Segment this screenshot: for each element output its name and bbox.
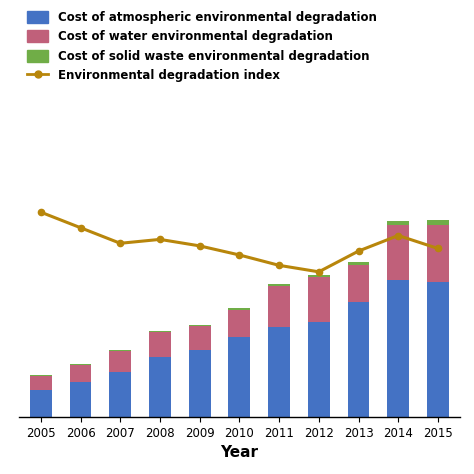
Bar <box>149 332 171 357</box>
Bar <box>189 326 210 350</box>
Bar <box>70 365 91 382</box>
Bar <box>268 284 290 286</box>
Bar <box>387 225 409 280</box>
Bar <box>308 322 330 417</box>
Bar <box>387 220 409 225</box>
Bar <box>30 376 52 390</box>
Bar <box>427 283 449 417</box>
Bar <box>387 280 409 417</box>
Bar <box>70 364 91 365</box>
Bar <box>347 265 369 302</box>
Bar <box>427 225 449 283</box>
Bar <box>30 375 52 376</box>
Bar <box>347 262 369 265</box>
Legend: Cost of atmospheric environmental degradation, Cost of water environmental degra: Cost of atmospheric environmental degrad… <box>25 8 379 85</box>
Bar <box>30 390 52 417</box>
Bar <box>189 350 210 417</box>
Bar <box>109 372 131 417</box>
Bar <box>268 286 290 328</box>
Bar <box>109 351 131 372</box>
Bar <box>189 325 210 326</box>
Bar <box>109 350 131 351</box>
Bar <box>149 331 171 332</box>
Bar <box>308 275 330 277</box>
Bar <box>228 309 250 310</box>
Bar <box>347 302 369 417</box>
Bar <box>149 357 171 417</box>
Bar <box>308 277 330 322</box>
X-axis label: Year: Year <box>220 446 258 460</box>
Bar <box>268 328 290 417</box>
Bar <box>228 310 250 337</box>
Bar <box>70 382 91 417</box>
Bar <box>228 337 250 417</box>
Bar <box>427 220 449 225</box>
